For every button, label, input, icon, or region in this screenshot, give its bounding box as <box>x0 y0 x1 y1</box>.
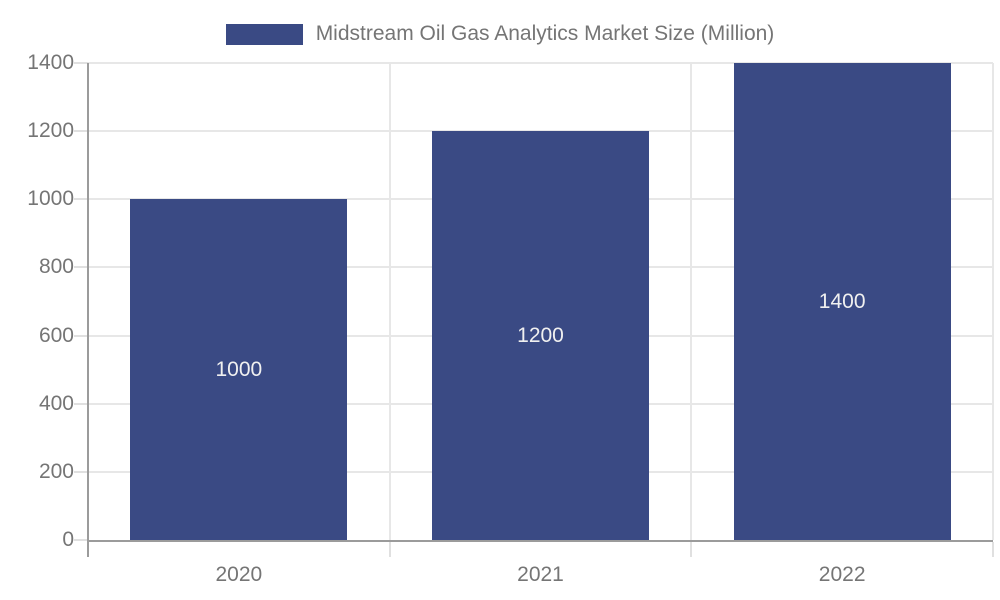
legend-label: Midstream Oil Gas Analytics Market Size … <box>315 22 775 45</box>
bar-value-label: 1200 <box>517 323 564 347</box>
x-axis-line <box>87 540 993 542</box>
y-tick-label: 200 <box>38 459 74 483</box>
y-tick-label: 1400 <box>27 51 74 74</box>
y-axis-tick <box>74 470 88 473</box>
chart-legend[interactable]: Midstream Oil Gas Analytics Market Size … <box>0 14 1000 54</box>
x-tick-label: 2022 <box>818 563 866 586</box>
x-gridline <box>388 63 391 540</box>
plot-right-border <box>992 63 994 540</box>
bar-value-label: 1000 <box>215 357 263 381</box>
y-axis-tick <box>74 539 88 541</box>
y-axis-tick <box>74 62 88 64</box>
legend-swatch <box>225 23 303 45</box>
y-tick-label: 400 <box>38 391 74 415</box>
x-gridline <box>690 63 693 540</box>
bar-value-label: 1400 <box>818 289 866 313</box>
y-tick-label: 1000 <box>27 187 74 211</box>
x-axis-tick <box>992 542 994 557</box>
bar-2021[interactable] <box>432 131 649 540</box>
x-tick-label: 2021 <box>517 563 564 586</box>
y-axis-line <box>87 63 89 557</box>
y-tick-label: 600 <box>38 323 74 347</box>
x-axis-tick <box>388 542 391 557</box>
y-tick-label: 800 <box>38 255 74 279</box>
x-axis-tick <box>690 542 693 557</box>
y-axis-tick <box>74 130 88 133</box>
y-axis-tick <box>74 266 88 269</box>
bar-2022[interactable] <box>733 63 951 540</box>
y-axis-tick <box>74 198 88 201</box>
y-tick-label: 0 <box>62 528 74 551</box>
y-gridline <box>88 62 993 64</box>
y-tick-label: 1200 <box>27 119 74 143</box>
x-tick-label: 2020 <box>215 563 263 586</box>
y-axis-tick <box>74 402 88 405</box>
bar-2020[interactable] <box>130 199 348 540</box>
y-axis-tick <box>74 334 88 337</box>
